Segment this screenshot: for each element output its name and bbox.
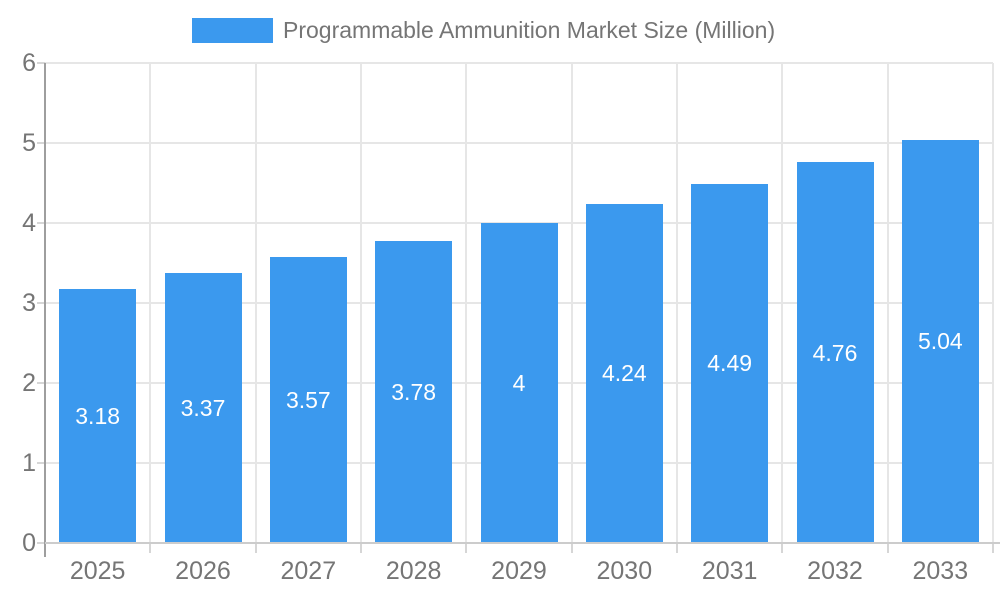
bar-value-label: 3.37 [180, 395, 226, 422]
bar-value-label: 3.78 [391, 378, 437, 405]
x-gridline [886, 63, 889, 543]
y-tick [37, 222, 45, 224]
bar-value-label: 4.24 [601, 360, 647, 387]
bar-value-label: 5.04 [917, 328, 963, 355]
x-gridline [992, 63, 994, 543]
x-tick [360, 543, 362, 553]
bar-value-label: 3.57 [285, 387, 331, 414]
y-gridline [45, 142, 993, 144]
y-axis-label: 4 [22, 209, 36, 237]
x-axis-label: 2026 [175, 557, 231, 585]
y-tick [37, 382, 45, 384]
y-tick [37, 302, 45, 304]
y-tick [37, 542, 45, 544]
x-tick [465, 543, 468, 553]
bar-2030[interactable] [585, 203, 663, 543]
x-tick [570, 543, 573, 553]
y-axis-label: 0 [22, 529, 36, 557]
x-axis-label: 2031 [701, 557, 758, 585]
bar-2027[interactable] [269, 257, 347, 543]
y-axis-label: 3 [22, 289, 36, 317]
x-gridline [360, 63, 362, 543]
bar-value-label: 4 [512, 370, 526, 396]
bar-2033[interactable] [901, 139, 979, 543]
x-tick [781, 543, 784, 553]
x-axis-line [45, 542, 1000, 544]
bar-value-label: 3.18 [75, 402, 121, 429]
bar-2026[interactable] [164, 273, 242, 543]
legend-label: Programmable Ammunition Market Size (Mil… [283, 17, 776, 43]
y-axis-line [44, 63, 46, 557]
x-tick [886, 543, 889, 553]
y-axis-label: 5 [22, 129, 36, 157]
y-tick [37, 62, 45, 64]
y-tick [37, 142, 45, 144]
x-axis-label: 2025 [69, 557, 126, 585]
x-gridline [570, 63, 573, 543]
x-axis-label: 2028 [385, 557, 442, 585]
bar-2025[interactable] [59, 288, 137, 543]
x-tick [992, 543, 994, 553]
legend-swatch [192, 18, 273, 43]
bar-value-label: 4.49 [707, 350, 753, 377]
x-gridline [676, 63, 678, 543]
legend-item[interactable]: Programmable Ammunition Market Size (Mil… [192, 17, 776, 43]
bar-2029[interactable] [480, 223, 558, 543]
bar-2031[interactable] [691, 183, 769, 543]
y-axis-label: 2 [22, 369, 36, 397]
x-gridline [465, 63, 468, 543]
x-axis-label: 2032 [807, 557, 863, 585]
x-tick [149, 543, 152, 553]
x-tick [676, 543, 678, 553]
x-axis-label: 2029 [491, 557, 547, 585]
bar-value-label: 4.76 [812, 339, 858, 366]
y-tick [37, 462, 45, 464]
x-gridline [254, 63, 257, 543]
x-tick [254, 543, 257, 553]
x-axis-label: 2033 [912, 557, 969, 585]
y-axis-label: 1 [22, 449, 36, 477]
x-axis-label: 2030 [596, 557, 653, 585]
x-gridline [149, 63, 152, 543]
x-gridline [781, 63, 784, 543]
bar-2032[interactable] [796, 162, 874, 543]
x-axis-label: 2027 [280, 557, 337, 585]
y-gridline [45, 62, 993, 64]
y-axis-label: 6 [22, 49, 36, 77]
bar-2028[interactable] [375, 240, 453, 543]
